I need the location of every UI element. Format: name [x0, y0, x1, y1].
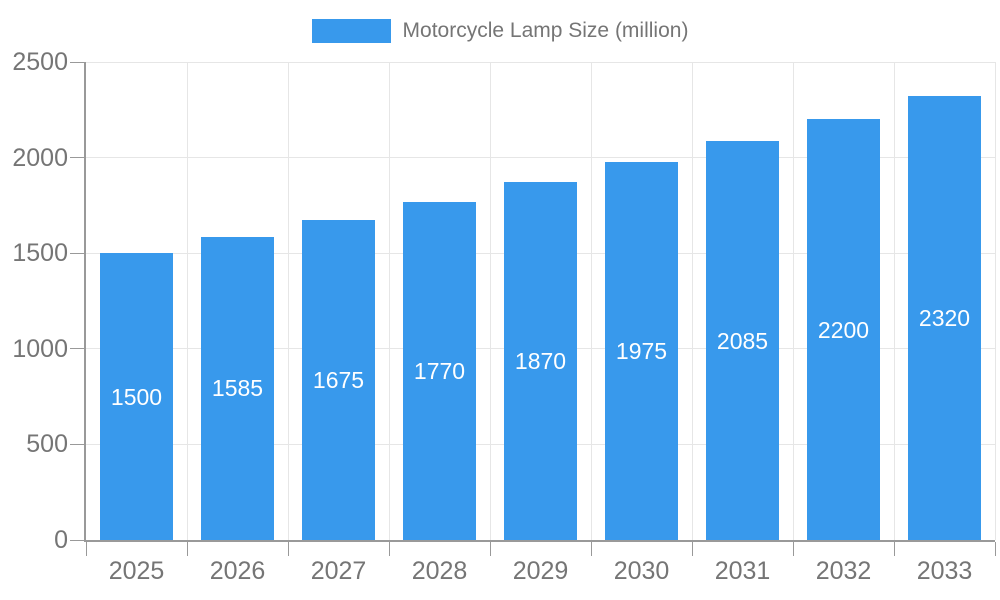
y-axis-line	[84, 62, 86, 542]
gridline-vertical	[691, 62, 693, 540]
bar[interactable]: 1675	[302, 219, 375, 540]
bar-value-label: 1770	[413, 357, 466, 384]
x-tick-label: 2029	[512, 557, 569, 585]
bar[interactable]: 1975	[605, 162, 678, 540]
x-tick-label: 2033	[916, 557, 973, 585]
y-tick-label: 500	[26, 430, 68, 459]
x-axis-tick	[287, 542, 289, 556]
bar-value-label: 1975	[615, 338, 668, 365]
gridline-vertical	[893, 62, 895, 540]
y-tick-label: 2000	[12, 143, 68, 172]
bar[interactable]: 2320	[908, 96, 981, 540]
gridline-vertical	[792, 62, 794, 540]
x-tick-label: 2025	[108, 557, 165, 585]
y-axis-tick	[70, 348, 84, 350]
y-axis-tick	[70, 157, 84, 159]
gridline-horizontal	[86, 61, 995, 63]
x-axis-tick	[792, 542, 794, 556]
legend: Motorcycle Lamp Size (million)	[0, 19, 1000, 43]
gridline-vertical	[489, 62, 491, 540]
x-axis-tick	[590, 542, 592, 556]
x-axis-tick	[489, 542, 491, 556]
bar-value-label: 2200	[817, 316, 870, 343]
x-axis-tick	[691, 542, 693, 556]
x-axis-tick	[994, 542, 996, 556]
legend-swatch	[311, 19, 391, 43]
bar-value-label: 1675	[312, 366, 365, 393]
x-tick-label: 2026	[209, 557, 266, 585]
x-tick-label: 2031	[714, 557, 771, 585]
y-tick-label: 1500	[12, 239, 68, 268]
bar-value-label: 2320	[918, 305, 971, 332]
x-tick-label: 2030	[613, 557, 670, 585]
bar-value-label: 2085	[716, 327, 769, 354]
x-tick-label: 2032	[815, 557, 872, 585]
bar-value-label: 1585	[211, 375, 264, 402]
legend-label: Motorcycle Lamp Size (million)	[402, 19, 689, 42]
y-tick-label: 2500	[12, 48, 68, 76]
y-axis-tick	[70, 61, 84, 63]
gridline-vertical	[388, 62, 390, 540]
y-axis-tick	[70, 443, 84, 445]
bar-value-label: 1500	[110, 383, 163, 410]
y-tick-label: 0	[54, 526, 68, 554]
x-axis-tick	[893, 542, 895, 556]
plot-area: 0 500 1000 1500 2000 2500 1500 2025 1585 2026 1675…	[12, 49, 996, 584]
y-axis-tick	[70, 539, 84, 541]
gridline-horizontal	[86, 157, 995, 159]
x-axis-tick	[186, 542, 188, 556]
y-axis-tick	[70, 252, 84, 254]
x-axis-tick	[388, 542, 390, 556]
x-axis-line	[84, 540, 995, 542]
y-tick-label: 1000	[12, 334, 68, 363]
gridline-vertical	[287, 62, 289, 540]
bar[interactable]: 1585	[201, 236, 274, 540]
bar[interactable]: 2085	[706, 141, 779, 540]
x-axis-tick	[85, 542, 87, 556]
bar[interactable]: 2200	[807, 119, 880, 540]
x-tick-label: 2027	[310, 557, 367, 585]
gridline-vertical	[590, 62, 592, 540]
x-tick-label: 2028	[411, 557, 468, 585]
gridline-vertical	[186, 62, 188, 540]
gridline-vertical	[994, 62, 996, 540]
bar[interactable]: 1870	[504, 182, 577, 540]
bar[interactable]: 1500	[100, 253, 173, 540]
bar[interactable]: 1770	[403, 201, 476, 540]
bar-value-label: 1870	[514, 348, 567, 375]
